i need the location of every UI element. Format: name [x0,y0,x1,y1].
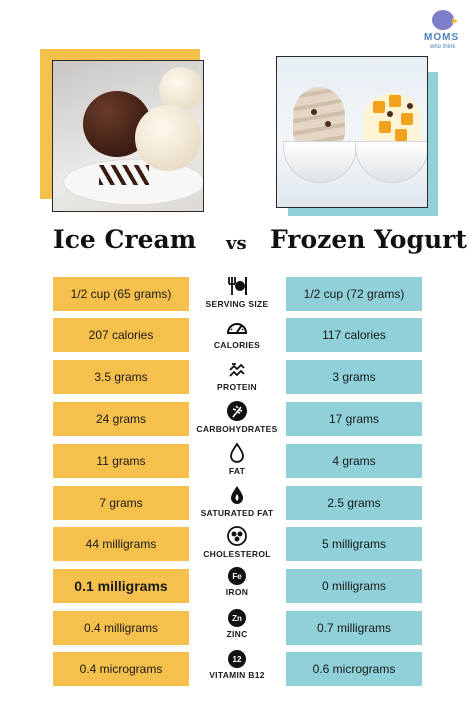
ice-cream-value: 0.4 micrograms [53,652,189,686]
comparison-row: 7 grams SATURATED FAT 2.5 grams [0,486,474,522]
nutrient-label: FAT [196,442,278,476]
frozen-yogurt-title: Frozen Yogurt [270,225,467,254]
nutrient-name: IRON [225,587,249,597]
fire-drop-icon [226,484,248,506]
nutrient-label: SERVING SIZE [196,275,278,309]
nutrient-name: FAT [228,466,246,476]
frozen-yogurt-value: 1/2 cup (72 grams) [286,277,422,311]
comparison-row: 207 calories CALORIES 117 calories [0,318,474,354]
nutrient-label: Zn ZINC [196,609,278,639]
nutrient-label: SATURATED FAT [196,484,278,518]
frozen-yogurt-value: 2.5 grams [286,486,422,520]
ice-cream-value: 207 calories [53,318,189,352]
ice-cream-value: 0.1 milligrams [53,569,189,603]
logo-word: MOMS [424,32,460,43]
frozen-yogurt-value: 117 calories [286,318,422,352]
gauge-icon [226,316,248,338]
comparison-row: 44 milligrams CHOLESTEROL 5 milligrams [0,525,474,563]
nutrient-label: 12 VITAMIN B12 [196,650,278,680]
nutrient-label: CALORIES [196,316,278,350]
frozen-yogurt-value: 5 milligrams [286,527,422,561]
comparison-row: 0.4 milligrams Zn ZINC 0.7 milligrams [0,609,474,647]
frozen-yogurt-value: 3 grams [286,360,422,394]
nutrient-name: VITAMIN B12 [209,670,265,680]
ice-cream-photo [52,60,204,212]
nutrient-name: ZINC [226,629,248,639]
ice-cream-title: Ice Cream [53,225,197,254]
ice-cream-value: 11 grams [53,444,189,478]
b12-icon: 12 [228,650,246,668]
wheat-icon [226,400,248,422]
nutrient-name: SATURATED FAT [200,508,274,518]
frozen-yogurt-value: 17 grams [286,402,422,436]
frozen-yogurt-value: 0.7 milligrams [286,611,422,645]
comparison-row: 0.4 micrograms 12 VITAMIN B12 0.6 microgram… [0,650,474,688]
frozen-yogurt-value: 4 grams [286,444,422,478]
nutrient-label: CARBOHYDRATES [196,400,278,434]
frozen-yogurt-photo [276,56,428,208]
protein-icon [226,358,248,380]
comparison-row: 24 grams CARBOHYDRATES 17 grams [0,400,474,438]
ice-cream-value: 7 grams [53,486,189,520]
frozen-yogurt-value: 0.6 micrograms [286,652,422,686]
cholesterol-icon [226,525,248,547]
bird-icon [432,10,454,30]
ice-cream-value: 44 milligrams [53,527,189,561]
logo-subtext: who think [430,44,456,50]
comparison-row: 11 grams FAT 4 grams [0,442,474,480]
utensils-icon [226,275,248,297]
drop-icon [226,442,248,464]
comparison-row: 3.5 grams PROTEIN 3 grams [0,360,474,396]
ice-cream-value: 3.5 grams [53,360,189,394]
comparison-row: 0.1 milligrams Fe IRON 0 milligrams [0,567,474,605]
zn-icon: Zn [228,609,246,627]
nutrient-name: PROTEIN [217,382,257,392]
nutrient-name: CARBOHYDRATES [196,424,278,434]
moms-who-think-logo: MOMS who think [418,8,468,54]
nutrient-label: Fe IRON [196,567,278,597]
ice-cream-value: 24 grams [53,402,189,436]
nutrient-name: CALORIES [213,340,261,350]
nutrient-label: PROTEIN [196,358,278,392]
frozen-yogurt-value: 0 milligrams [286,569,422,603]
ice-cream-value: 0.4 milligrams [53,611,189,645]
fe-icon: Fe [228,567,246,585]
nutrient-name: SERVING SIZE [205,299,269,309]
nutrient-name: CHOLESTEROL [203,549,271,559]
vs-label: vs [226,233,247,254]
ice-cream-value: 1/2 cup (65 grams) [53,277,189,311]
comparison-row: 1/2 cup (65 grams) SERVING SIZE 1/2 cup (7… [0,277,474,313]
nutrient-label: CHOLESTEROL [196,525,278,559]
